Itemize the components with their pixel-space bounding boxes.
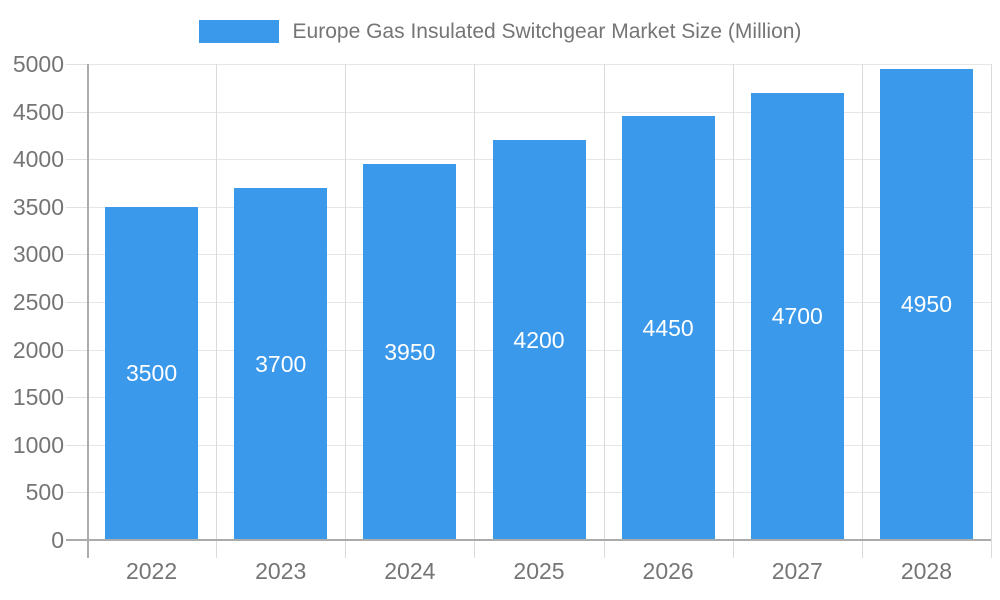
x-gridline (474, 64, 476, 558)
x-gridline (861, 64, 863, 558)
bar (750, 92, 844, 540)
y-tick (66, 397, 87, 399)
bar (492, 140, 586, 540)
x-axis-label: 2027 (771, 558, 823, 584)
legend: Europe Gas Insulated Switchgear Market S… (0, 18, 1000, 45)
x-gridline (345, 64, 347, 558)
y-tick (66, 111, 87, 113)
legend-swatch (198, 20, 279, 43)
y-tick (66, 349, 87, 351)
x-axis-label: 2024 (384, 558, 436, 584)
x-axis-label: 2023 (255, 558, 307, 584)
x-axis-line (66, 539, 991, 541)
x-gridline (603, 64, 605, 558)
y-axis-label: 5000 (12, 51, 64, 77)
y-axis-label: 4000 (12, 146, 64, 173)
bar (105, 206, 199, 540)
bar (234, 187, 328, 540)
y-axis-label: 1000 (12, 431, 64, 458)
y-axis-label: 500 (25, 479, 64, 506)
y-tick (66, 492, 87, 494)
y-gridline (87, 111, 991, 113)
bar-value-label: 4200 (513, 327, 565, 354)
bar-value-label: 3500 (125, 360, 178, 387)
bar-value-label: 4700 (771, 303, 823, 330)
bar-value-label: 4450 (642, 315, 694, 342)
y-axis-label: 1500 (12, 384, 64, 411)
y-tick (66, 159, 87, 161)
bar (363, 163, 457, 540)
x-axis-label: 2026 (642, 558, 694, 584)
x-axis-label: 2022 (125, 558, 178, 584)
y-tick (66, 302, 87, 303)
x-axis-label: 2028 (900, 558, 952, 584)
y-axis-label: 3000 (12, 241, 64, 268)
y-axis-line (87, 64, 89, 558)
y-axis-label: 0 (51, 527, 64, 553)
x-gridline (732, 64, 734, 558)
y-axis-label: 2500 (12, 289, 64, 315)
y-gridline (87, 64, 991, 65)
y-axis-label: 3500 (12, 193, 64, 220)
x-gridline (991, 64, 992, 558)
bar (879, 68, 973, 540)
y-axis-label: 2000 (12, 336, 64, 363)
x-gridline (216, 64, 218, 558)
chart-title: Europe Gas Insulated Switchgear Market S… (292, 19, 802, 43)
bar-value-label: 4950 (900, 291, 952, 318)
bar-value-label: 3700 (255, 350, 307, 377)
bar-value-label: 3950 (384, 338, 436, 365)
y-tick (66, 64, 87, 65)
bar (621, 116, 715, 540)
y-axis-label: 4500 (12, 98, 64, 125)
y-tick (66, 444, 87, 446)
x-axis-label: 2025 (513, 558, 565, 584)
y-tick (66, 206, 87, 208)
y-tick (66, 254, 87, 256)
